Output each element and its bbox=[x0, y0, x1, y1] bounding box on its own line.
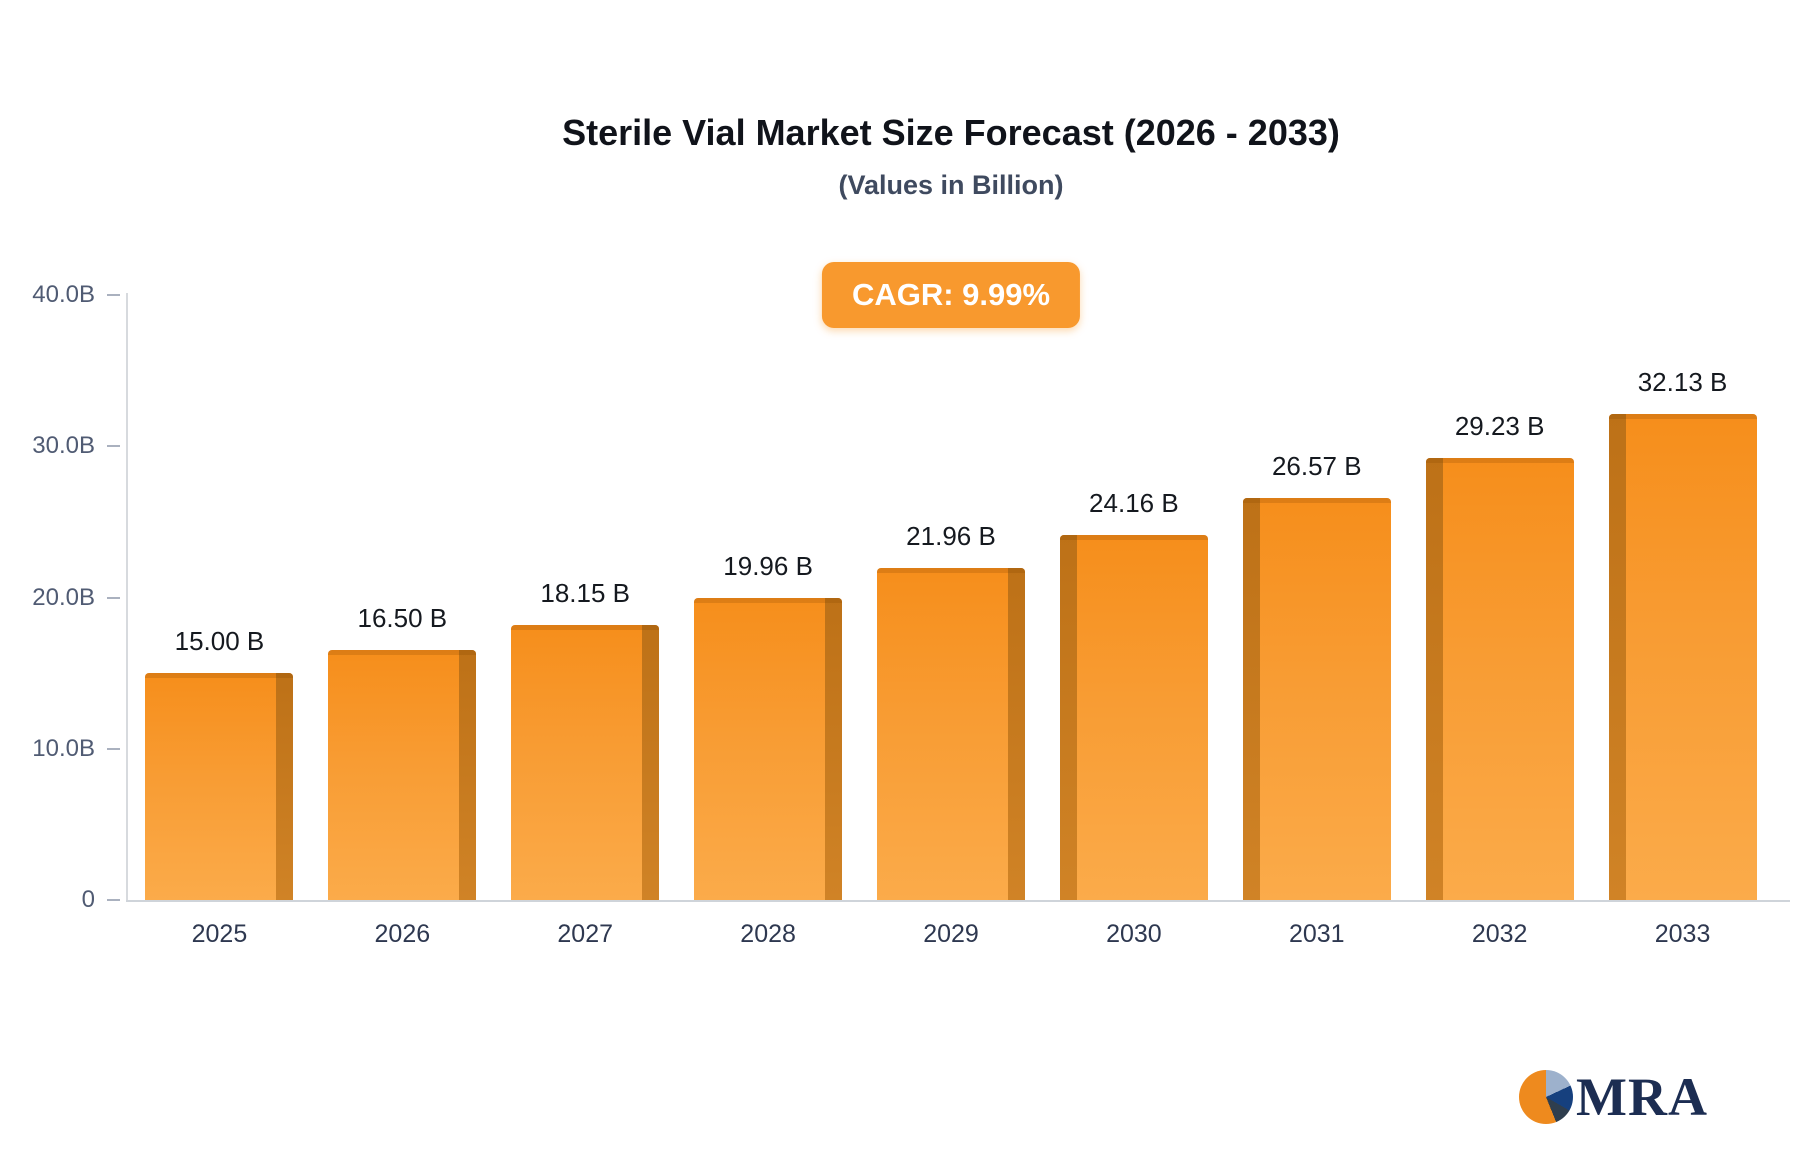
y-tick: 0 bbox=[82, 886, 128, 914]
logo-text: MRA bbox=[1576, 1067, 1708, 1127]
y-tick: 10.0B bbox=[32, 735, 128, 763]
x-axis-label: 2033 bbox=[1654, 920, 1711, 948]
y-tick-mark bbox=[107, 445, 120, 448]
x-axis-label: 2029 bbox=[923, 920, 979, 948]
bar-2032 bbox=[1425, 457, 1574, 900]
bar-2027 bbox=[511, 625, 660, 900]
bar-top-face bbox=[877, 567, 1025, 573]
bar-top-face bbox=[328, 650, 477, 656]
y-tick: 40.0B bbox=[32, 281, 128, 309]
bar-value-label: 19.96 B bbox=[723, 551, 813, 582]
bar-top-face bbox=[145, 673, 294, 679]
bar-2026 bbox=[328, 650, 477, 900]
y-tick-label: 10.0B bbox=[32, 734, 95, 762]
bar-2030 bbox=[1059, 534, 1208, 900]
y-axis-line bbox=[126, 293, 128, 902]
bar-side-face bbox=[1242, 498, 1260, 900]
bar-value-label: 24.16 B bbox=[1089, 487, 1179, 518]
y-tick-mark bbox=[107, 596, 120, 599]
bar-top-face bbox=[1059, 534, 1208, 540]
x-axis-label: 2028 bbox=[740, 920, 796, 948]
y-tick-mark bbox=[107, 899, 120, 901]
x-axis-label: 2030 bbox=[1106, 920, 1162, 948]
bar-side-face bbox=[825, 598, 843, 900]
bar-value-label: 21.96 B bbox=[906, 520, 996, 551]
bar-side-face bbox=[459, 650, 477, 900]
y-tick-label: 0 bbox=[81, 886, 95, 913]
x-axis-line bbox=[126, 900, 1790, 902]
y-tick: 30.0B bbox=[32, 432, 128, 460]
chart-title: Sterile Vial Market Size Forecast (2026 … bbox=[562, 112, 1340, 153]
bar-top-face bbox=[1425, 457, 1574, 463]
y-tick-label: 20.0B bbox=[32, 583, 95, 611]
bar-2028 bbox=[694, 598, 843, 900]
bar-value-label: 29.23 B bbox=[1454, 410, 1545, 441]
bar-side-face bbox=[1008, 567, 1025, 900]
chart-subtitle: (Values in Billion) bbox=[838, 170, 1064, 200]
x-axis-label: 2031 bbox=[1288, 920, 1345, 948]
x-axis-label: 2032 bbox=[1471, 920, 1528, 948]
bar-value-label: 18.15 B bbox=[540, 578, 631, 609]
cagr-badge: CAGR: 9.99% bbox=[821, 262, 1081, 328]
x-axis-label: 2025 bbox=[191, 920, 248, 948]
bar-top-face bbox=[1242, 498, 1391, 504]
bar-2033 bbox=[1608, 414, 1757, 900]
bar-side-face bbox=[642, 625, 660, 900]
x-axis-label: 2026 bbox=[374, 920, 431, 948]
y-tick-label: 40.0B bbox=[32, 281, 95, 308]
y-tick-mark bbox=[107, 294, 120, 296]
brand-logo: MRA bbox=[1519, 1070, 1708, 1124]
bar-side-face bbox=[1608, 414, 1626, 900]
bar-2025 bbox=[145, 673, 294, 900]
bar-side-face bbox=[276, 673, 294, 900]
bar-2029 bbox=[877, 567, 1025, 900]
y-tick-mark bbox=[107, 747, 120, 750]
y-tick-label: 30.0B bbox=[32, 432, 95, 460]
x-axis-label: 2027 bbox=[557, 920, 614, 948]
bar-value-label: 16.50 B bbox=[357, 603, 448, 634]
bar-side-face bbox=[1425, 457, 1443, 900]
logo-pie-icon bbox=[1519, 1070, 1574, 1124]
bar-value-label: 15.00 B bbox=[174, 626, 265, 657]
bar-top-face bbox=[511, 625, 660, 631]
bar-top-face bbox=[1608, 414, 1757, 420]
bar-side-face bbox=[1059, 534, 1077, 900]
plot-area: 40.0B 30.0B 20.0B 10.0B 0 15.00 B 2025 16.50 B 2… bbox=[32, 281, 1790, 948]
bar-2031 bbox=[1242, 498, 1391, 900]
bar-value-label: 32.13 B bbox=[1637, 367, 1728, 398]
bar-top-face bbox=[694, 598, 843, 604]
y-tick: 20.0B bbox=[32, 584, 128, 612]
bar-value-label: 26.57 B bbox=[1271, 451, 1362, 482]
